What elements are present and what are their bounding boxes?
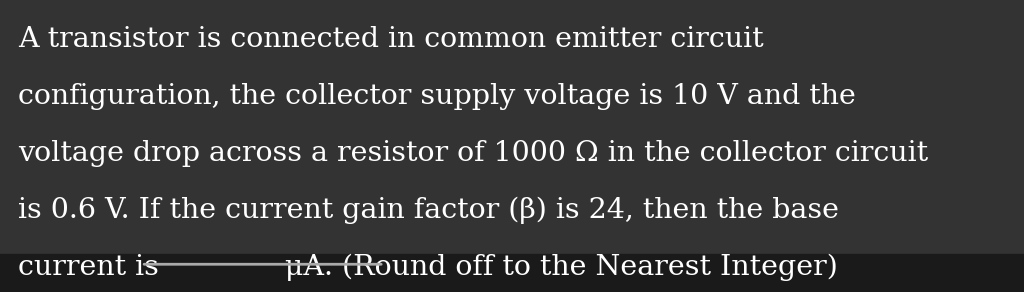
Text: configuration, the collector supply voltage is 10 V and the: configuration, the collector supply volt… [18, 83, 856, 110]
Text: is 0.6 V. If the current gain factor (β) is 24, then the base: is 0.6 V. If the current gain factor (β)… [18, 197, 840, 225]
Text: A transistor is connected in common emitter circuit: A transistor is connected in common emit… [18, 26, 764, 53]
Text: voltage drop across a resistor of 1000 Ω in the collector circuit: voltage drop across a resistor of 1000 Ω… [18, 140, 929, 167]
Bar [0, 254, 1024, 292]
Text: current is              μA. (Round off to the Nearest Integer): current is μA. (Round off to the Nearest… [18, 254, 839, 281]
